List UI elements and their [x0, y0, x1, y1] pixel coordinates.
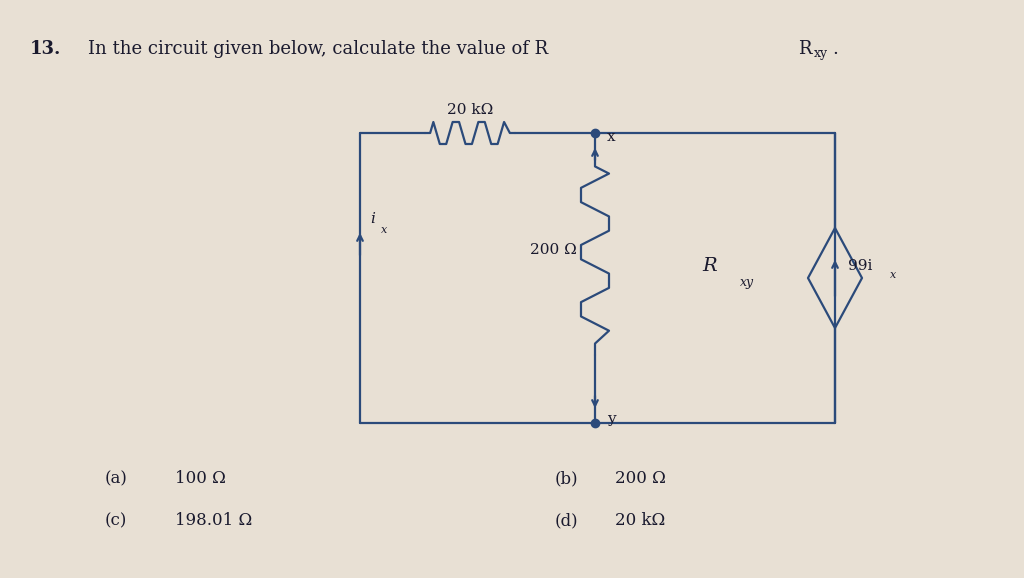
Text: .: .: [831, 40, 838, 58]
Text: xy: xy: [814, 47, 828, 60]
Text: i: i: [370, 212, 375, 226]
Text: y: y: [607, 412, 615, 426]
Text: xy: xy: [740, 276, 754, 288]
Text: 13.: 13.: [30, 40, 61, 58]
Text: (a): (a): [105, 470, 128, 487]
Text: (b): (b): [555, 470, 579, 487]
Text: R: R: [798, 40, 811, 58]
Text: 20 kΩ: 20 kΩ: [446, 103, 494, 117]
Text: (d): (d): [555, 512, 579, 529]
Text: (c): (c): [105, 512, 127, 529]
Text: 100 Ω: 100 Ω: [175, 470, 226, 487]
Text: x: x: [607, 130, 615, 144]
Text: x: x: [381, 225, 387, 235]
Text: 99i: 99i: [848, 259, 872, 273]
Text: x: x: [890, 270, 896, 280]
Text: R: R: [702, 257, 718, 275]
Text: In the circuit given below, calculate the value of R: In the circuit given below, calculate th…: [88, 40, 548, 58]
Text: 200 Ω: 200 Ω: [615, 470, 666, 487]
Text: 198.01 Ω: 198.01 Ω: [175, 512, 252, 529]
Text: 20 kΩ: 20 kΩ: [615, 512, 666, 529]
Text: 200 Ω: 200 Ω: [530, 243, 577, 257]
